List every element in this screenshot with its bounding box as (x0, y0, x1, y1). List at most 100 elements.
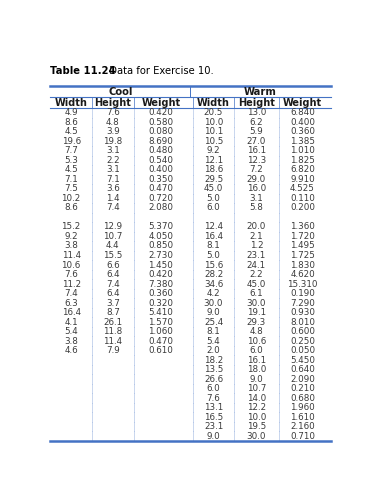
Text: 12.3: 12.3 (247, 156, 266, 165)
Text: 6.0: 6.0 (249, 346, 263, 355)
Text: 8.1: 8.1 (207, 241, 220, 250)
Text: 27.0: 27.0 (247, 137, 266, 146)
Text: 6.3: 6.3 (64, 298, 78, 307)
Text: 7.2: 7.2 (249, 165, 263, 174)
Text: 0.600: 0.600 (290, 327, 315, 336)
Text: 2.0: 2.0 (207, 346, 220, 355)
Text: 3.1: 3.1 (249, 194, 263, 203)
Text: 9.2: 9.2 (64, 232, 78, 241)
Text: 0.210: 0.210 (290, 384, 315, 393)
Text: 9.0: 9.0 (249, 374, 263, 384)
Text: 10.0: 10.0 (204, 118, 223, 127)
Text: 26.6: 26.6 (204, 374, 223, 384)
Text: 0.400: 0.400 (290, 118, 315, 127)
Text: 1.570: 1.570 (148, 318, 173, 327)
Text: Warm: Warm (244, 87, 277, 97)
Text: 16.1: 16.1 (247, 355, 266, 364)
Text: 6.820: 6.820 (290, 165, 315, 174)
Text: 30.0: 30.0 (246, 298, 266, 307)
Text: 4.050: 4.050 (148, 232, 173, 241)
Text: 1.720: 1.720 (290, 232, 315, 241)
Text: 7.1: 7.1 (64, 175, 78, 184)
Text: 19.8: 19.8 (103, 137, 123, 146)
Text: 10.7: 10.7 (247, 384, 266, 393)
Text: 3.8: 3.8 (64, 241, 78, 250)
Text: 26.1: 26.1 (103, 318, 123, 327)
Text: 3.6: 3.6 (106, 184, 120, 194)
Text: 34.6: 34.6 (204, 280, 223, 288)
Text: 19.6: 19.6 (62, 137, 81, 146)
Text: 5.8: 5.8 (249, 204, 263, 213)
Text: 12.9: 12.9 (103, 222, 123, 231)
Text: 2.2: 2.2 (249, 270, 263, 279)
Text: 8.7: 8.7 (106, 308, 120, 317)
Text: Width: Width (55, 98, 87, 108)
Text: 5.370: 5.370 (148, 222, 173, 231)
Text: 0.610: 0.610 (148, 346, 173, 355)
Text: 4.9: 4.9 (64, 108, 78, 117)
Text: 8.1: 8.1 (207, 327, 220, 336)
Text: 4.6: 4.6 (64, 346, 78, 355)
Text: 19.1: 19.1 (247, 308, 266, 317)
Text: 9.910: 9.910 (290, 175, 315, 184)
Text: Cool: Cool (108, 87, 132, 97)
Text: 12.4: 12.4 (204, 222, 223, 231)
Text: 0.580: 0.580 (148, 118, 173, 127)
Text: 19.5: 19.5 (247, 422, 266, 431)
Text: 7.6: 7.6 (207, 394, 220, 403)
Text: 5.4: 5.4 (207, 337, 220, 346)
Text: 6.4: 6.4 (106, 289, 120, 298)
Text: 0.110: 0.110 (290, 194, 315, 203)
Text: 5.0: 5.0 (207, 194, 220, 203)
Text: 6.1: 6.1 (249, 289, 263, 298)
Text: 0.350: 0.350 (148, 175, 173, 184)
Text: 2.730: 2.730 (148, 251, 173, 260)
Text: 1.010: 1.010 (290, 147, 315, 155)
Text: 2.2: 2.2 (106, 156, 120, 165)
Text: 45.0: 45.0 (247, 280, 266, 288)
Text: 3.1: 3.1 (106, 147, 120, 155)
Text: Weight: Weight (283, 98, 322, 108)
Text: 12.2: 12.2 (247, 403, 266, 412)
Text: 0.930: 0.930 (290, 308, 315, 317)
Text: 5.410: 5.410 (148, 308, 173, 317)
Text: 13.5: 13.5 (204, 365, 223, 374)
Text: 1.825: 1.825 (290, 156, 315, 165)
Text: 1.830: 1.830 (290, 261, 315, 270)
Text: 7.7: 7.7 (64, 147, 78, 155)
Text: 0.640: 0.640 (290, 365, 315, 374)
Text: 18.2: 18.2 (204, 355, 223, 364)
Text: 28.2: 28.2 (204, 270, 223, 279)
Text: 7.4: 7.4 (64, 289, 78, 298)
Text: 6.840: 6.840 (290, 108, 315, 117)
Text: 25.4: 25.4 (204, 318, 223, 327)
Text: 1.960: 1.960 (290, 403, 315, 412)
Text: 1.450: 1.450 (148, 261, 173, 270)
Text: 3.9: 3.9 (106, 128, 120, 137)
Text: 0.080: 0.080 (148, 128, 173, 137)
Text: 1.4: 1.4 (106, 194, 120, 203)
Text: 16.4: 16.4 (62, 308, 81, 317)
Text: 1.385: 1.385 (290, 137, 315, 146)
Text: 45.0: 45.0 (204, 184, 223, 194)
Text: 10.1: 10.1 (204, 128, 223, 137)
Text: 4.2: 4.2 (207, 289, 220, 298)
Text: 8.6: 8.6 (64, 118, 78, 127)
Text: 1.2: 1.2 (249, 241, 263, 250)
Text: 4.525: 4.525 (290, 184, 315, 194)
Text: 4.5: 4.5 (64, 128, 78, 137)
Text: 5.4: 5.4 (64, 327, 78, 336)
Text: 10.0: 10.0 (247, 413, 266, 421)
Text: 0.360: 0.360 (290, 128, 315, 137)
Text: 5.3: 5.3 (64, 156, 78, 165)
Text: 13.0: 13.0 (247, 108, 266, 117)
Text: 0.850: 0.850 (148, 241, 173, 250)
Text: 5.9: 5.9 (249, 128, 263, 137)
Text: 7.6: 7.6 (64, 270, 78, 279)
Text: Height: Height (238, 98, 275, 108)
Text: Height: Height (94, 98, 131, 108)
Text: 4.5: 4.5 (64, 165, 78, 174)
Text: 7.9: 7.9 (106, 346, 120, 355)
Text: 16.4: 16.4 (204, 232, 223, 241)
Text: 4.8: 4.8 (106, 118, 120, 127)
